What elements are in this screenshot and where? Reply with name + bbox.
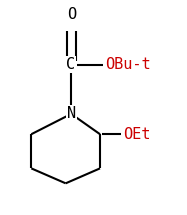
Text: O: O [67, 7, 76, 22]
Text: OEt: OEt [123, 127, 151, 142]
Text: OBu-t: OBu-t [105, 57, 150, 72]
Text: C: C [66, 57, 75, 72]
Text: N: N [67, 106, 76, 121]
